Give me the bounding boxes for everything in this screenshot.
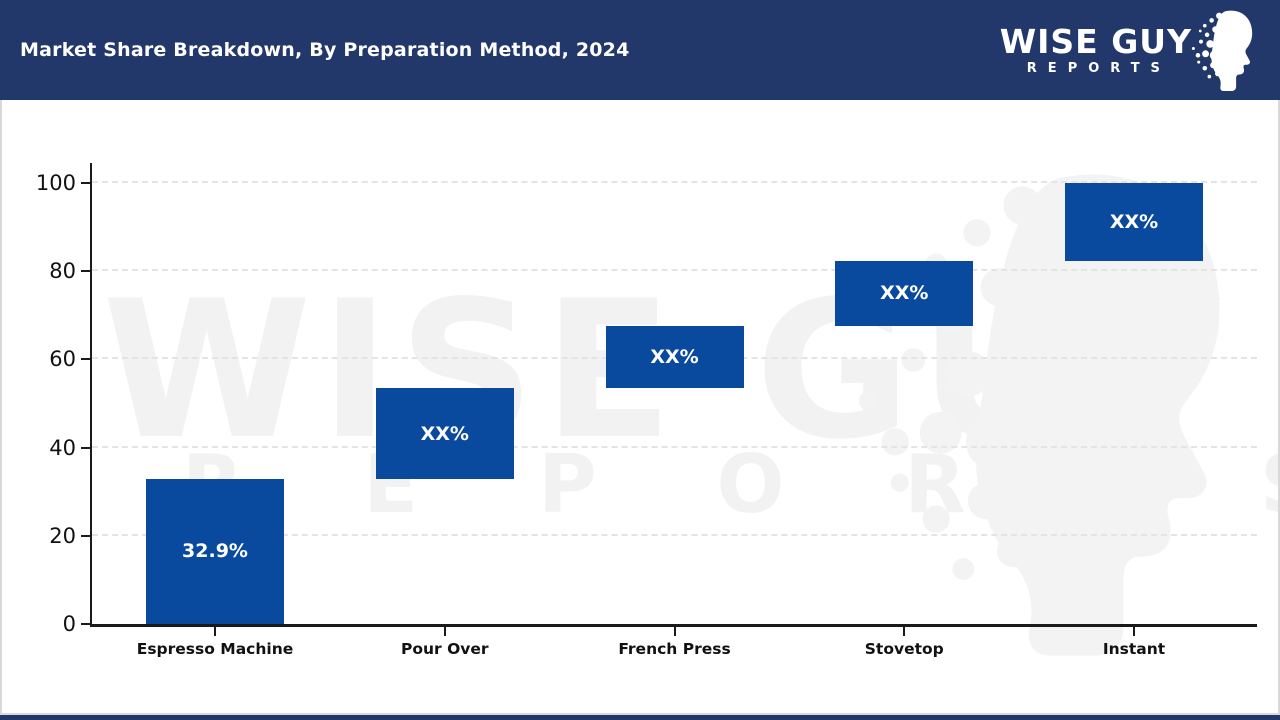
x-tick-label-pour-over: Pour Over [400,640,489,658]
y-tick-label: 20 [49,523,76,548]
gridline-20 [92,533,1257,536]
y-tick-mark [81,534,90,537]
x-tick-label-instant: Instant [1102,640,1166,658]
logo-text: WISE GUY REPORTS [1000,25,1192,76]
footer-strip [0,715,1280,720]
waterfall-plot: 0 20 40 60 80 100 32.9% Espresso Machine XX% Pour… [36,163,1257,658]
y-tick-label: 0 [62,612,76,636]
waterfall-bar-pour-over: XX% [375,388,514,479]
header-bar: Market Share Breakdown, By Preparation M… [0,0,1280,100]
y-tick-label: 40 [49,435,76,460]
y-tick-label: 100 [35,170,76,195]
waterfall-bar-espresso-machine: 32.9% [146,478,284,624]
y-tick-mark [81,270,90,273]
waterfall-bar-stovetop: XX% [835,260,974,326]
page-title: Market Share Breakdown, By Preparation M… [20,39,630,61]
gridline-40 [92,445,1257,448]
wise-guy-reports-logo: WISE GUY REPORTS [1000,8,1258,92]
gridline-80 [92,269,1257,272]
bar-value-label: XX% [650,346,699,369]
bar-value-label: XX% [420,422,469,445]
logo-face-icon [1191,10,1253,92]
y-tick-mark [81,623,90,625]
chart-figure: WISE GUY R E P O R T S 0 20 40 60 80 100 32.9%… [0,100,1280,715]
x-tick-mark [214,627,216,636]
x-tick-label-espresso-machine: Espresso Machine [136,640,294,658]
waterfall-bar-instant: XX% [1065,182,1203,261]
y-tick-mark [81,358,90,361]
logo-wordmark: WISE GUY [999,21,1192,61]
x-tick-mark [673,627,676,636]
y-tick-mark [81,181,90,184]
x-tick-label-french-press: French Press [618,640,731,658]
bar-value-label: XX% [1109,210,1159,233]
bar-value-label: XX% [880,282,929,305]
x-tick-label-stovetop: Stovetop [864,640,944,658]
bar-value-label: 32.9% [182,540,248,563]
x-tick-mark [443,627,446,636]
y-tick-label: 80 [49,259,76,284]
logo-subtitle: REPORTS [1026,60,1171,76]
y-tick-mark [81,446,90,449]
gridline-100 [92,180,1257,183]
waterfall-bar-french-press: XX% [605,325,744,389]
y-tick-label: 60 [49,347,76,372]
x-tick-mark [903,627,906,636]
x-tick-mark [1133,627,1135,636]
